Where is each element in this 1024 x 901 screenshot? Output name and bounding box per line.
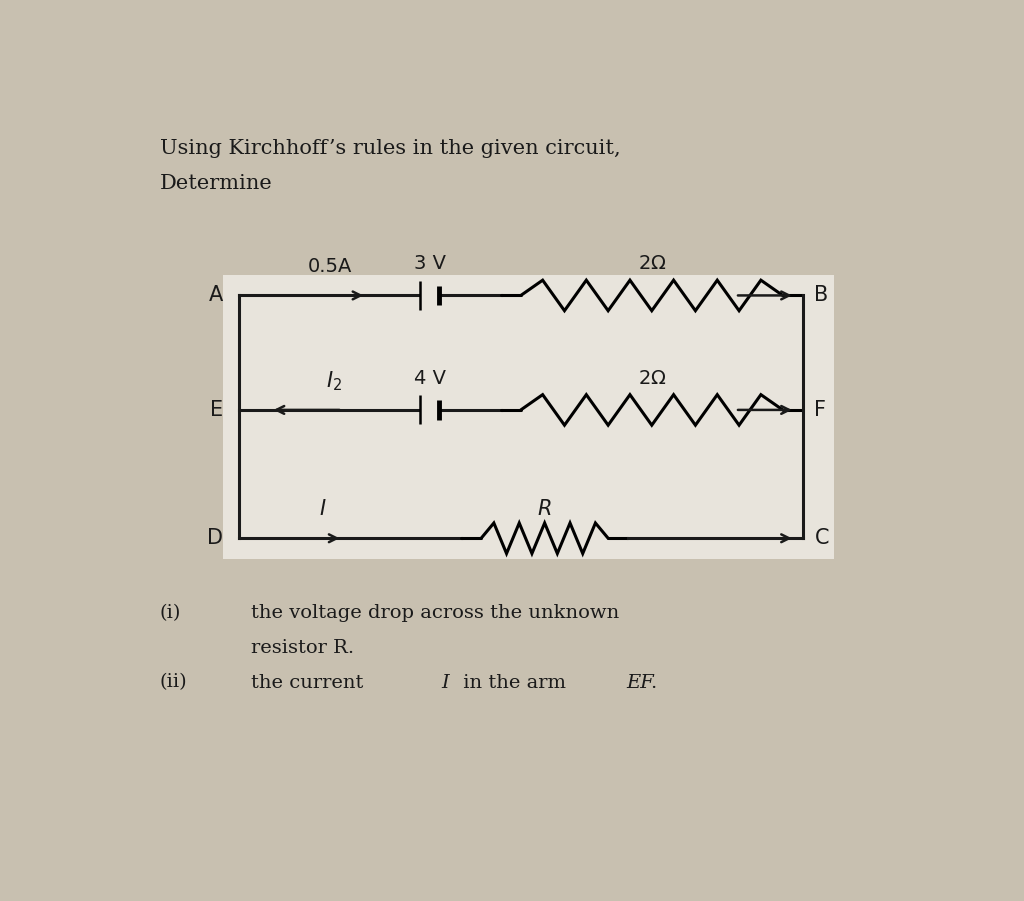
Text: $I_2$: $I_2$: [327, 369, 342, 393]
Text: EF: EF: [627, 674, 654, 692]
Text: E: E: [210, 400, 223, 420]
Text: $R$: $R$: [538, 499, 552, 519]
Text: 0.5A: 0.5A: [308, 257, 352, 276]
Text: $I$: $I$: [318, 499, 327, 519]
Text: (ii): (ii): [160, 674, 187, 692]
Text: C: C: [814, 528, 829, 548]
Text: 2$\Omega$: 2$\Omega$: [638, 254, 666, 273]
Text: 2$\Omega$: 2$\Omega$: [638, 369, 666, 387]
Text: Determine: Determine: [160, 174, 272, 193]
Text: the current: the current: [251, 674, 370, 692]
Text: A: A: [209, 286, 223, 305]
Text: Using Kirchhoff’s rules in the given circuit,: Using Kirchhoff’s rules in the given cir…: [160, 140, 621, 159]
Text: in the arm: in the arm: [458, 674, 572, 692]
Text: resistor R.: resistor R.: [251, 639, 354, 657]
Text: I: I: [441, 674, 450, 692]
Text: D: D: [207, 528, 223, 548]
Text: B: B: [814, 286, 828, 305]
Text: (i): (i): [160, 605, 181, 623]
Text: 4 V: 4 V: [414, 369, 445, 387]
Text: .: .: [650, 674, 656, 692]
Text: 3 V: 3 V: [414, 254, 445, 273]
Text: F: F: [814, 400, 826, 420]
Text: the voltage drop across the unknown: the voltage drop across the unknown: [251, 605, 620, 623]
Bar: [223, 275, 835, 559]
